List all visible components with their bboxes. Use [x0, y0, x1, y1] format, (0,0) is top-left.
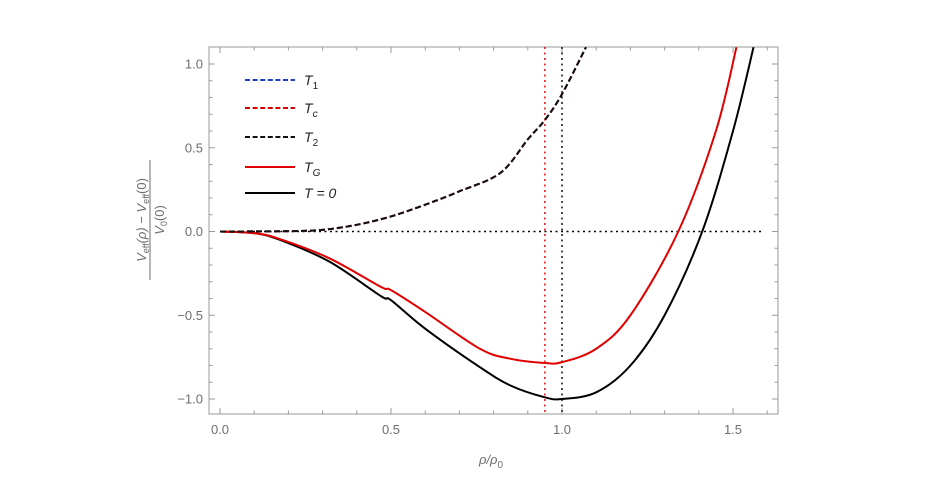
legend-label-main: T: [304, 159, 314, 175]
legend-label-main: T: [304, 129, 314, 145]
series-t2-curve: [219, 47, 587, 233]
svg-text:V0(0): V0(0): [152, 205, 169, 235]
y-tick-label: −1.0: [177, 392, 203, 407]
series-t-0-curve: [219, 47, 755, 401]
legend-label-main: T = 0: [304, 185, 337, 201]
legend-label-main: T: [304, 100, 314, 116]
legend-label-sub: 2: [313, 138, 319, 149]
y-tick-label: −0.5: [177, 308, 203, 323]
legend-label-sub: 1: [313, 81, 319, 92]
legend-label-sub: c: [313, 109, 318, 120]
y-label-num-v: V: [134, 252, 149, 262]
axis-ticks: 0.0 0.5 1.0 1.5 −1.0 −0.5 0.0 0.5 1.0: [177, 47, 778, 437]
y-label-den-v: V: [152, 225, 167, 235]
x-tick-label: 1.0: [553, 422, 571, 437]
series-tg-curve: [219, 47, 738, 365]
reference-lines: [220, 47, 764, 414]
series-t1-curve: [219, 47, 587, 233]
legend-label-t1: T1: [304, 72, 319, 92]
svg-text:ρ/ρ0: ρ/ρ0: [478, 452, 504, 471]
legend-label-sub: G: [313, 168, 321, 179]
y-tick-label: 1.0: [185, 57, 203, 72]
x-tick-label: 1.5: [724, 422, 742, 437]
x-tick-label: 0.0: [211, 422, 229, 437]
y-label-num-sub1: eff: [141, 243, 151, 253]
y-label-num-sub2: eff: [141, 193, 151, 203]
legend-label-t2: T2: [304, 129, 319, 149]
legend-label-t-0: T = 0: [304, 185, 337, 201]
y-axis-label: Veff(ρ) − Veff(0) V0(0): [134, 160, 169, 280]
y-label-num-mid: (ρ) − V: [134, 202, 149, 243]
series-tc-curve: [219, 47, 587, 233]
y-tick-label: 0.0: [185, 224, 203, 239]
svg-text:Veff(ρ) − Veff(0): Veff(ρ) − Veff(0): [134, 178, 151, 262]
y-tick-label: 0.5: [185, 140, 203, 155]
y-label-den-sub: 0: [159, 221, 169, 226]
y-label-den-end: (0): [152, 205, 167, 221]
y-label-num-end: (0): [134, 178, 149, 194]
data-series: [219, 47, 755, 401]
x-axis-label: ρ/ρ0: [478, 452, 504, 471]
x-axis-label-main: ρ/ρ: [478, 452, 498, 467]
legend-label-main: T: [304, 72, 314, 88]
legend-label-tc: Tc: [304, 100, 318, 120]
x-tick-label: 0.5: [382, 422, 400, 437]
x-axis-label-sub: 0: [498, 460, 504, 471]
legend-label-tg: TG: [304, 159, 321, 179]
